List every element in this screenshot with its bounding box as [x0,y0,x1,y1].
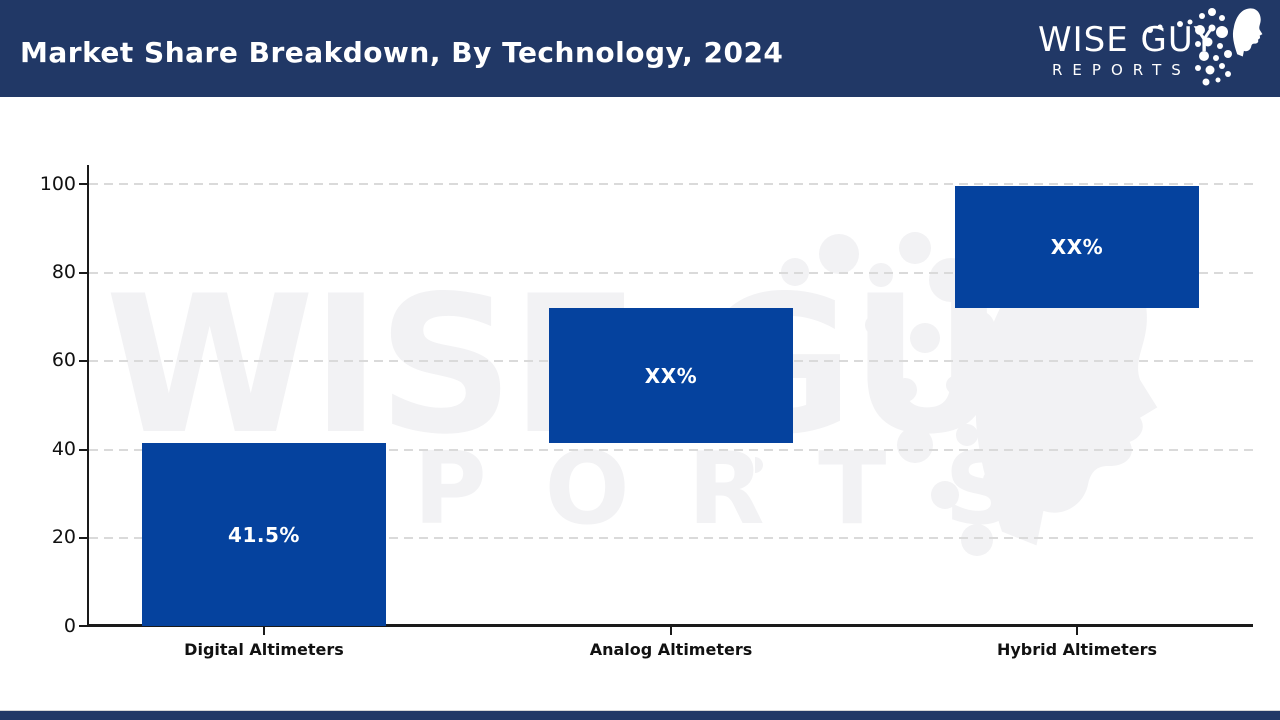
bar-value-label: XX% [644,363,698,388]
wise-guy-reports-logo: WISE GUY REPORTS [1038,20,1273,90]
logo-face-icon [1147,8,1263,86]
bar-value-label: XX% [1050,235,1104,259]
x-axis-label-hybrid: Hybrid Altimeters [996,640,1158,659]
x-tick-digital [263,627,265,635]
x-tick-analog [670,627,672,635]
y-tick-20 [79,537,87,539]
bar-analog-altimeters: XX% [549,308,793,443]
y-axis-line [87,165,89,627]
logo-text-line1: WISE GUY [1038,20,1216,60]
chart-title: Market Share Breakdown, By Technology, 2… [20,36,784,69]
y-tick-0 [79,625,87,627]
gridline-40 [89,449,1253,451]
y-tick-label-60: 60 [51,349,76,371]
bar-value-label: 41.5% [228,522,300,547]
x-axis-label-analog: Analog Altimeters [589,640,753,659]
y-tick-60 [79,360,87,362]
y-tick-40 [79,449,87,451]
gridline-20 [89,537,1253,539]
x-axis-label-digital: Digital Altimeters [184,640,344,659]
footer-bar [0,710,1280,720]
gridline-100 [89,183,1253,185]
y-tick-label-0: 0 [63,615,76,637]
y-tick-100 [79,183,87,185]
gridline-80 [89,272,1253,274]
x-tick-hybrid [1076,627,1078,635]
bar-digital-altimeters: 41.5% [142,443,386,626]
y-tick-label-20: 20 [51,526,76,548]
x-axis-line [87,624,1253,627]
bar-hybrid-altimeters: XX% [955,186,1199,308]
y-tick-label-80: 80 [51,261,76,283]
y-tick-label-40: 40 [51,438,76,460]
logo-text-line2: REPORTS [1052,61,1191,79]
y-tick-label-100: 100 [39,173,76,195]
header-bar: Market Share Breakdown, By Technology, 2… [0,0,1280,97]
y-tick-80 [79,272,87,274]
